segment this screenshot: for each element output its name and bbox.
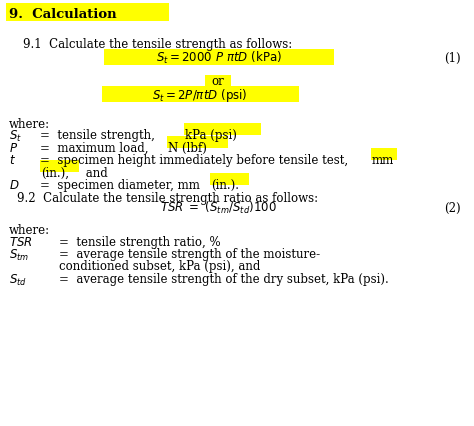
- Text: $S_{tm}$: $S_{tm}$: [9, 248, 29, 262]
- Text: and: and: [82, 166, 108, 179]
- Text: =  tensile strength,: = tensile strength,: [40, 129, 159, 142]
- Text: =  average tensile strength of the dry subset, kPa (psi).: = average tensile strength of the dry su…: [59, 272, 389, 285]
- Text: (in.),: (in.),: [41, 166, 69, 179]
- Text: 9.1  Calculate the tensile strength as follows:: 9.1 Calculate the tensile strength as fo…: [23, 37, 292, 50]
- Text: $P$: $P$: [9, 141, 18, 154]
- Text: =  specimen height immediately before tensile test,: = specimen height immediately before ten…: [40, 154, 352, 167]
- FancyBboxPatch shape: [371, 149, 397, 161]
- Text: =  specimen diameter, mm: = specimen diameter, mm: [40, 178, 204, 191]
- Text: $TSR$: $TSR$: [9, 235, 32, 248]
- FancyBboxPatch shape: [205, 76, 231, 87]
- Text: $S_t$: $S_t$: [9, 129, 21, 144]
- Text: where:: where:: [9, 118, 50, 130]
- FancyBboxPatch shape: [6, 4, 169, 22]
- Text: mm: mm: [372, 154, 394, 167]
- Text: $D$: $D$: [9, 178, 19, 191]
- Text: 9.  Calculation: 9. Calculation: [9, 8, 116, 20]
- FancyBboxPatch shape: [102, 87, 299, 103]
- Text: $S_t = 2000\ P\ \pi tD\ \mathrm{(kPa)}$: $S_t = 2000\ P\ \pi tD\ \mathrm{(kPa)}$: [156, 50, 282, 66]
- Text: where:: where:: [9, 223, 50, 236]
- Text: 9.2  Calculate the tensile strength ratio as follows:: 9.2 Calculate the tensile strength ratio…: [17, 192, 318, 204]
- FancyBboxPatch shape: [167, 136, 228, 148]
- Text: kPa (psi): kPa (psi): [185, 129, 237, 142]
- Text: conditioned subset, kPa (psi), and: conditioned subset, kPa (psi), and: [59, 260, 261, 273]
- Text: N (lbf): N (lbf): [168, 141, 207, 154]
- Text: =  average tensile strength of the moisture-: = average tensile strength of the moistu…: [59, 248, 320, 260]
- Text: (1): (1): [444, 52, 461, 64]
- Text: =  maximum load,: = maximum load,: [40, 141, 153, 154]
- Text: $t$: $t$: [9, 154, 16, 167]
- Text: or: or: [212, 75, 224, 88]
- Text: $S_t = 2P/\pi tD\ \mathrm{(psi)}$: $S_t = 2P/\pi tD\ \mathrm{(psi)}$: [152, 86, 248, 104]
- Text: (in.).: (in.).: [211, 178, 239, 191]
- Text: $TSR\ =\ (S_{tm}/S_{td})100$: $TSR\ =\ (S_{tm}/S_{td})100$: [160, 200, 276, 216]
- Text: $S_{td}$: $S_{td}$: [9, 272, 27, 287]
- Text: =  tensile strength ratio, %: = tensile strength ratio, %: [59, 235, 221, 248]
- FancyBboxPatch shape: [40, 161, 79, 173]
- FancyBboxPatch shape: [104, 50, 334, 66]
- Text: (2): (2): [444, 201, 461, 214]
- FancyBboxPatch shape: [210, 173, 249, 185]
- FancyBboxPatch shape: [184, 124, 261, 136]
